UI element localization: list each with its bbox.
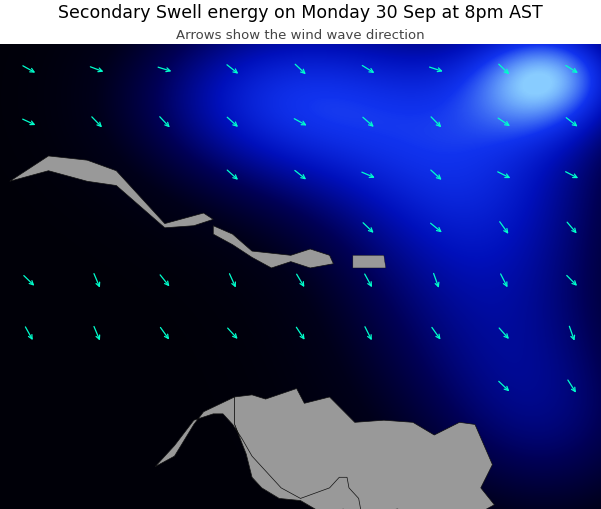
Polygon shape [213,227,334,268]
Text: Arrows show the wind wave direction: Arrows show the wind wave direction [176,29,425,41]
Polygon shape [155,397,361,509]
Polygon shape [234,389,495,509]
Polygon shape [10,157,213,229]
Text: Secondary Swell energy on Monday 30 Sep at 8pm AST: Secondary Swell energy on Monday 30 Sep … [58,5,543,22]
Polygon shape [353,256,386,268]
